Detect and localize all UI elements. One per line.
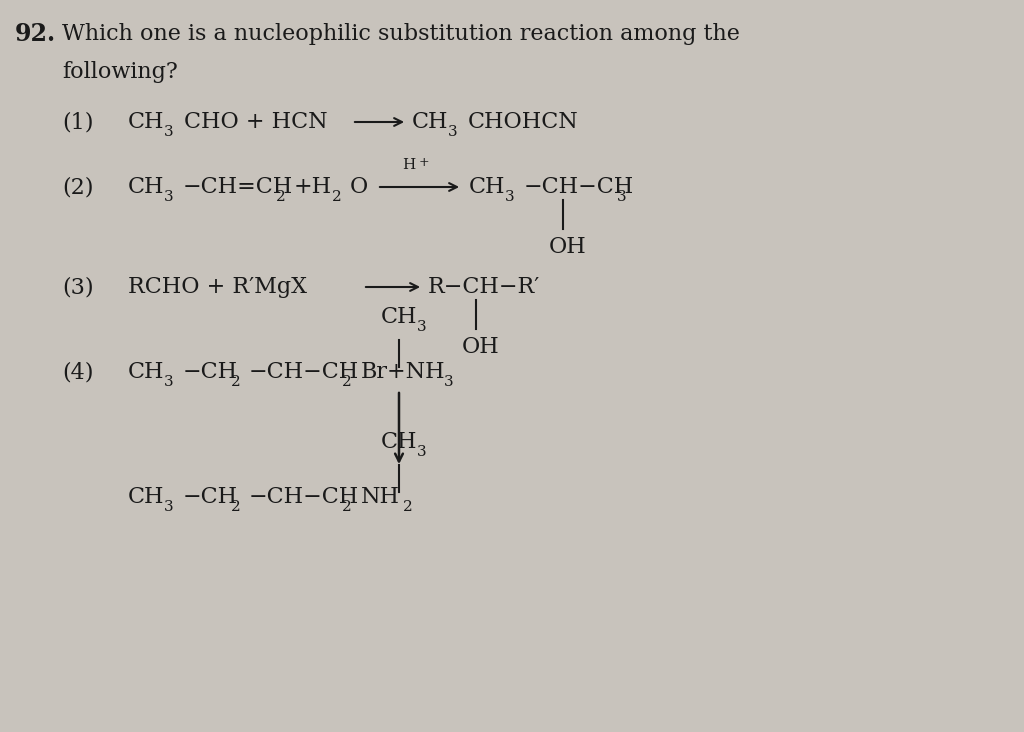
Text: following?: following?	[62, 61, 178, 83]
Text: CHOHCN: CHOHCN	[468, 111, 579, 133]
Text: +: +	[419, 155, 430, 168]
Text: −CH−CH: −CH−CH	[249, 361, 359, 383]
Text: CH: CH	[128, 361, 165, 383]
Text: 2: 2	[342, 500, 352, 514]
Text: 3: 3	[164, 125, 174, 139]
Text: −CH: −CH	[183, 486, 239, 508]
Text: −CH−CH: −CH−CH	[524, 176, 634, 198]
Text: 3: 3	[417, 320, 427, 334]
Text: O: O	[350, 176, 369, 198]
Text: CH: CH	[469, 176, 506, 198]
Text: NH: NH	[361, 486, 400, 508]
Text: (4): (4)	[62, 361, 93, 383]
Text: CH: CH	[128, 176, 165, 198]
Text: CH: CH	[412, 111, 449, 133]
Text: H: H	[402, 158, 416, 172]
Text: Which one is a nucleophilic substitution reaction among the: Which one is a nucleophilic substitution…	[62, 23, 740, 45]
Text: −CH−CH: −CH−CH	[249, 486, 359, 508]
Text: 92.: 92.	[15, 22, 56, 46]
Text: (1): (1)	[62, 111, 93, 133]
Text: R−CH−R′: R−CH−R′	[428, 276, 541, 298]
Text: OH: OH	[549, 236, 587, 258]
Text: OH: OH	[462, 336, 500, 358]
Text: 2: 2	[332, 190, 342, 204]
Text: 2: 2	[231, 500, 241, 514]
Text: RCHO + R′MgX: RCHO + R′MgX	[128, 276, 307, 298]
Text: 3: 3	[617, 190, 627, 204]
Text: 3: 3	[417, 445, 427, 459]
Text: 2: 2	[231, 375, 241, 389]
Text: (3): (3)	[62, 276, 93, 298]
Text: CH: CH	[128, 111, 165, 133]
Text: 3: 3	[164, 375, 174, 389]
Text: 3: 3	[164, 190, 174, 204]
Text: 2: 2	[403, 500, 413, 514]
Text: 3: 3	[449, 125, 458, 139]
Text: CHO + HCN: CHO + HCN	[184, 111, 328, 133]
Text: +H: +H	[294, 176, 332, 198]
Text: CH: CH	[381, 306, 418, 328]
Text: CH: CH	[128, 486, 165, 508]
Text: 3: 3	[164, 500, 174, 514]
Text: −CH=CH: −CH=CH	[183, 176, 293, 198]
Text: 2: 2	[276, 190, 286, 204]
Text: 2: 2	[342, 375, 352, 389]
Text: 3: 3	[444, 375, 454, 389]
Text: 3: 3	[505, 190, 515, 204]
Text: CH: CH	[381, 431, 418, 453]
Text: −CH: −CH	[183, 361, 239, 383]
Text: Br+NH: Br+NH	[361, 361, 445, 383]
Text: (2): (2)	[62, 176, 93, 198]
